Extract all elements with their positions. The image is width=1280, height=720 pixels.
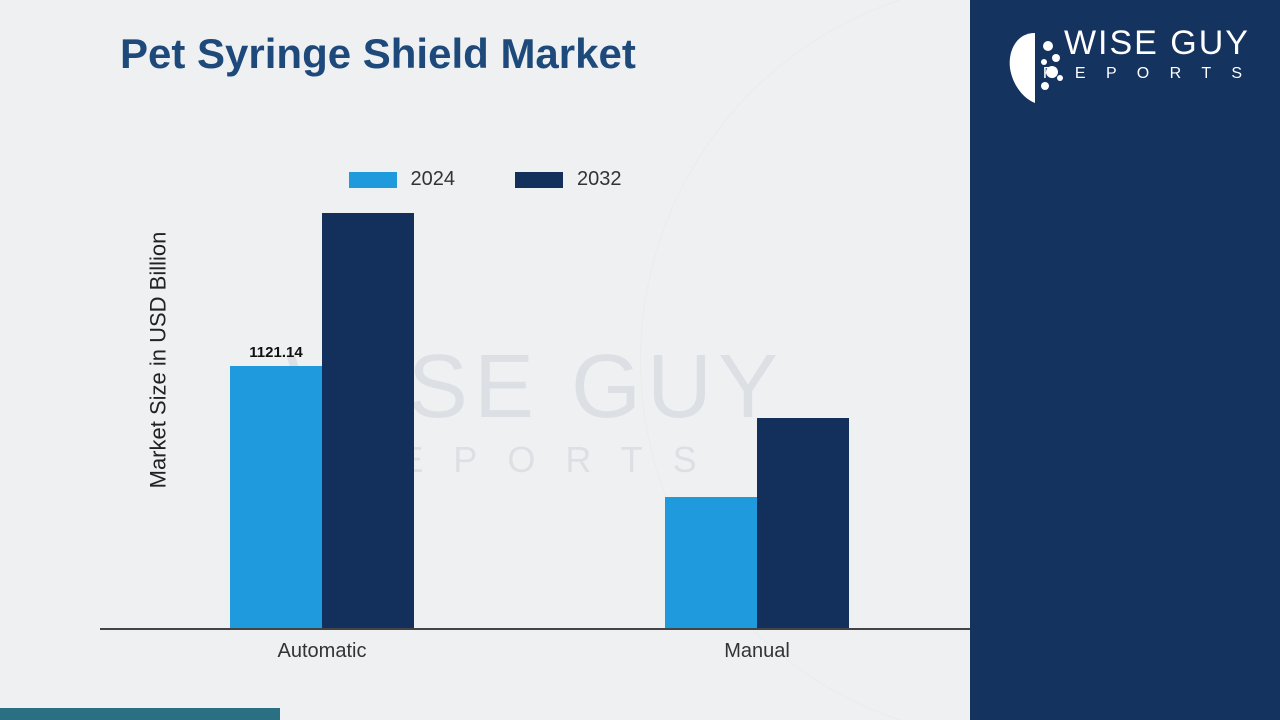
legend-label-2024: 2024 (411, 168, 456, 191)
brand-block: WISE GUY R E P O R T S (1043, 24, 1250, 83)
brand-line1: WISE GUY (1043, 24, 1250, 63)
legend: 2024 2032 (0, 168, 970, 191)
x-axis-line (100, 628, 970, 630)
brand-head-icon (1000, 28, 1070, 108)
chart-title: Pet Syringe Shield Market (120, 30, 636, 78)
bottom-accent-bar (0, 708, 280, 720)
legend-item-2024: 2024 (349, 168, 456, 191)
category-label-automatic: Automatic (230, 640, 414, 663)
legend-swatch-2032 (515, 172, 563, 188)
page-root: WISE GUY R E P O R T S Pet Syringe Shiel… (0, 0, 1280, 720)
bar-automatic-2024: 1121.14 (230, 366, 322, 628)
plot-area: 1121.14 Automatic Manual (100, 210, 970, 630)
category-label-manual: Manual (665, 640, 849, 663)
brand-panel (970, 0, 1280, 720)
bar-manual-2032 (757, 418, 849, 628)
bar-manual-2024 (665, 497, 757, 628)
legend-swatch-2024 (349, 172, 397, 188)
bar-automatic-2032 (322, 213, 414, 628)
brand-line2: R E P O R T S (1043, 65, 1250, 83)
legend-label-2032: 2032 (577, 168, 622, 191)
legend-item-2032: 2032 (515, 168, 622, 191)
bar-label-automatic-2024: 1121.14 (230, 344, 322, 361)
